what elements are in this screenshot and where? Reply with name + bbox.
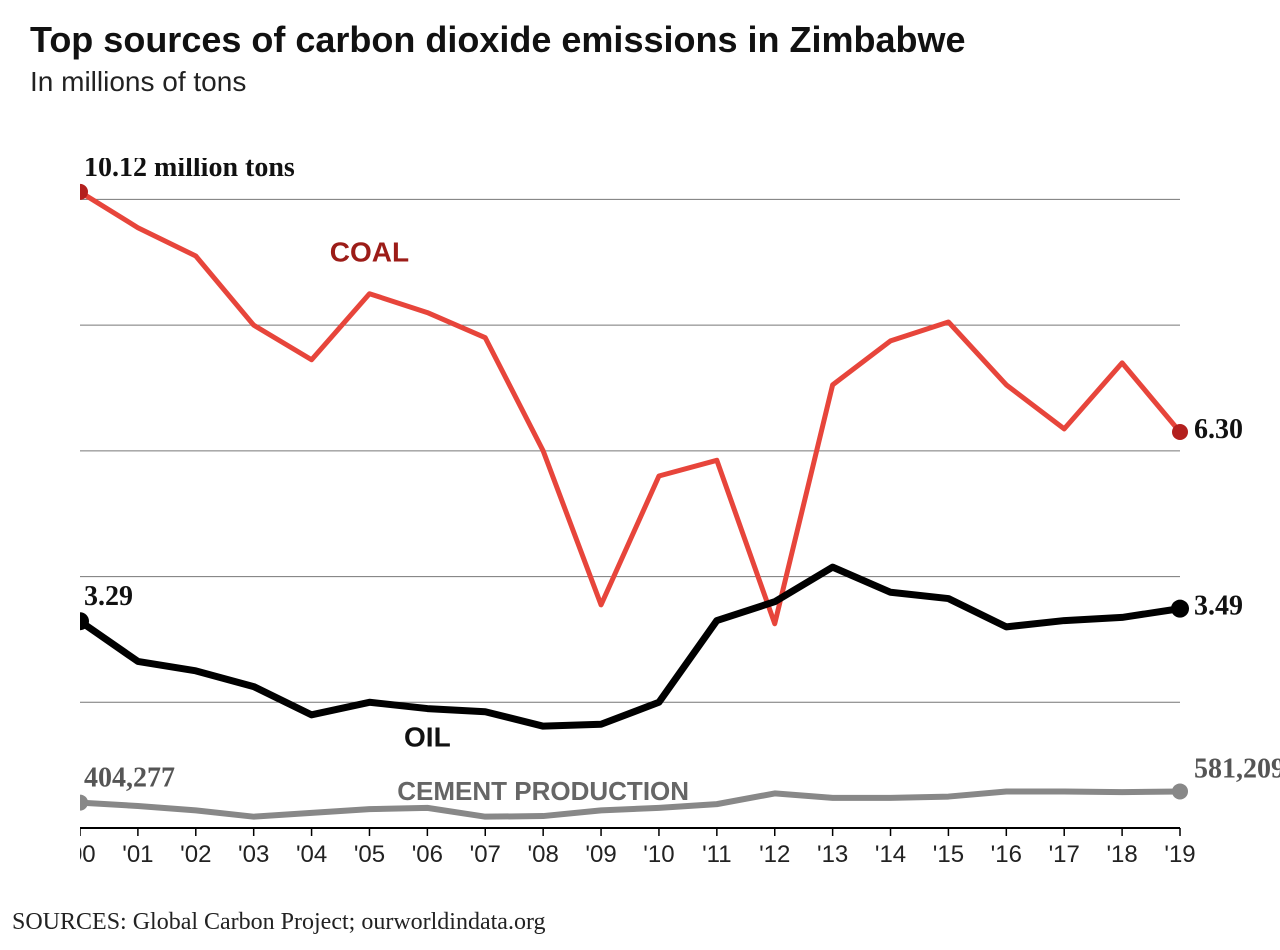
- svg-text:'14: '14: [875, 841, 906, 868]
- chart-source-text: SOURCES: Global Carbon Project; ourworld…: [12, 909, 546, 936]
- series-start-callout: 10.12 million tons: [84, 158, 295, 183]
- svg-text:'12: '12: [759, 841, 790, 868]
- series-end-marker: [1171, 599, 1189, 617]
- svg-text:'18: '18: [1106, 841, 1137, 868]
- svg-text:'05: '05: [354, 841, 385, 868]
- series-end-callout: 6.30: [1194, 414, 1243, 445]
- svg-text:'17: '17: [1049, 841, 1080, 868]
- chart-container: Top sources of carbon dioxide emissions …: [0, 0, 1280, 950]
- svg-text:'15: '15: [933, 841, 964, 868]
- svg-text:'01: '01: [122, 841, 153, 868]
- svg-text:'00: '00: [80, 841, 96, 868]
- svg-text:'13: '13: [817, 841, 848, 868]
- series-end-marker: [1172, 424, 1188, 440]
- series-start-marker: [80, 794, 88, 810]
- svg-text:'06: '06: [412, 841, 443, 868]
- series-label: OIL: [404, 721, 451, 752]
- series-label: COAL: [330, 236, 409, 267]
- svg-text:'07: '07: [470, 841, 501, 868]
- svg-text:'11: '11: [702, 841, 732, 868]
- series-start-callout: 3.29: [84, 581, 133, 612]
- series-end-callout: 3.49: [1194, 590, 1243, 621]
- series-start-callout: 404,277: [84, 762, 175, 793]
- line-chart-svg: 0246810'00'01'02'03'04'05'06'07'08'09'10…: [80, 158, 1280, 868]
- svg-text:'16: '16: [991, 841, 1022, 868]
- chart-subtitle: In millions of tons: [30, 66, 1250, 98]
- svg-text:'10: '10: [643, 841, 674, 868]
- svg-text:'08: '08: [528, 841, 559, 868]
- series-end-marker: [1172, 783, 1188, 799]
- series-label: CEMENT PRODUCTION: [397, 776, 689, 806]
- svg-text:'04: '04: [296, 841, 327, 868]
- svg-text:'09: '09: [585, 841, 616, 868]
- svg-text:'02: '02: [180, 841, 211, 868]
- svg-text:'03: '03: [238, 841, 269, 868]
- series-line: [80, 191, 1180, 623]
- chart-title: Top sources of carbon dioxide emissions …: [30, 20, 1250, 60]
- svg-text:'19: '19: [1164, 841, 1195, 868]
- chart-plot-area: 0246810'00'01'02'03'04'05'06'07'08'09'10…: [80, 158, 1160, 868]
- series-end-callout: 581,209: [1194, 753, 1280, 784]
